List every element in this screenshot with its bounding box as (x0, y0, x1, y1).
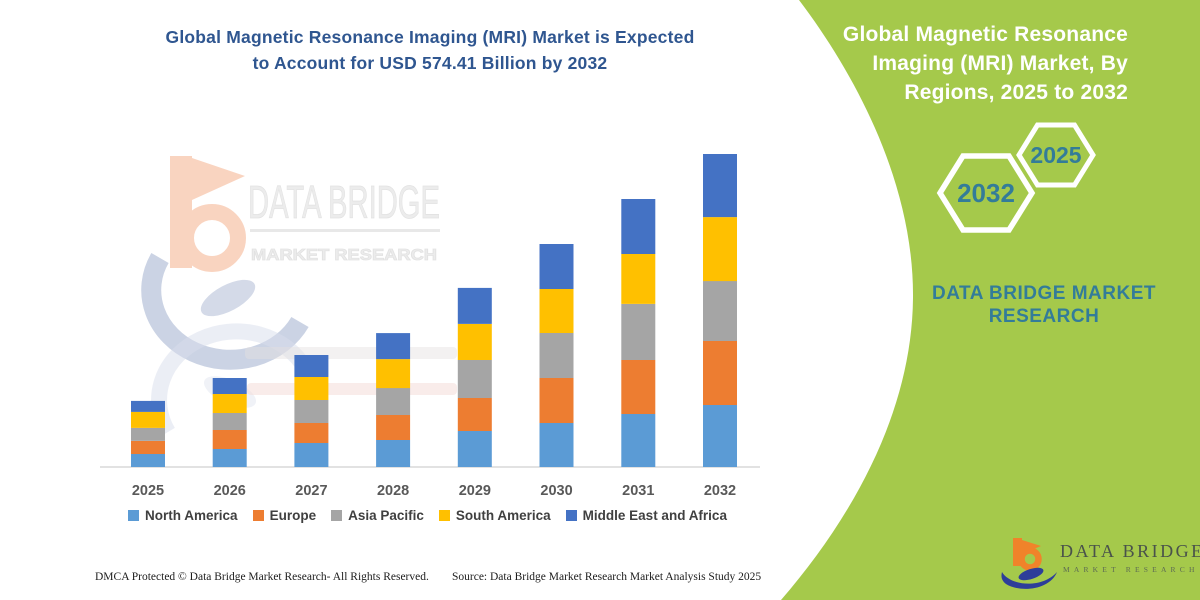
chart-legend: North America Europe Asia Pacific South Ame… (95, 508, 760, 523)
bar-segment-2026-asia-pacific (212, 413, 247, 430)
hexagon-2025-label: 2025 (1030, 142, 1081, 168)
bar-segment-2029-south-america (457, 324, 492, 360)
x-axis-label-2030: 2030 (540, 483, 572, 499)
legend-item-south-america: South America (438, 508, 551, 523)
x-axis-label-2032: 2032 (704, 483, 736, 499)
legend-swatch-icon (438, 510, 450, 521)
panel-title-line3: Regions, 2025 to 2032 (904, 81, 1128, 104)
bar-segment-2030-north-america (539, 423, 574, 467)
x-axis-label-2028: 2028 (377, 483, 409, 499)
watermark-subtitle: MARKET RESEARCH (251, 247, 437, 264)
legend-item-europe: Europe (252, 508, 317, 523)
panel-title-line2: Imaging (MRI) Market, By (872, 52, 1128, 75)
bar-segment-2025-north-america (131, 454, 165, 467)
bar-segment-2026-north-america (212, 449, 247, 467)
bar-segment-2031-europe (621, 360, 656, 414)
chart-title: Global Magnetic Resonance Imaging (MRI) … (120, 24, 740, 76)
bar-segment-2032-south-america (703, 217, 737, 282)
legend-item-middle-east-and-africa: Middle East and Africa (565, 508, 727, 523)
chart-title-line2: to Account for USD 574.41 Billion by 203… (252, 53, 608, 73)
bar-segment-2030-asia-pacific (539, 333, 574, 378)
bar-segment-2030-europe (539, 378, 574, 423)
dmca-notice: DMCA Protected © Data Bridge Market Rese… (95, 571, 429, 583)
bar-segment-2030-middle-east-and-africa (539, 244, 574, 289)
legend-swatch-icon (128, 510, 140, 521)
watermark-b-icon (170, 156, 246, 272)
bar-segment-2028-north-america (376, 440, 411, 467)
legend-swatch-icon (565, 510, 577, 521)
panel-title: Global Magnetic Resonance Imaging (MRI) … (840, 20, 1128, 107)
chart-title-line1: Global Magnetic Resonance Imaging (MRI) … (165, 27, 695, 47)
footer-logo-subtitle: MARKET RESEARCH (1063, 565, 1199, 574)
bar-segment-2031-south-america (621, 253, 656, 304)
bar-segment-2031-asia-pacific (621, 304, 656, 360)
brand-caption: DATA BRIDGE MARKET RESEARCH (932, 283, 1156, 327)
legend-item-north-america: North America (128, 508, 238, 523)
data-bridge-logo-icon (1001, 538, 1057, 589)
bar-segment-2026-south-america (212, 394, 247, 413)
legend-swatch-icon (252, 510, 264, 521)
x-axis-label-2029: 2029 (459, 483, 491, 499)
footer-logo-name: DATA BRIDGE (1060, 541, 1200, 561)
bar-segment-2028-europe (376, 415, 411, 440)
bar-segment-2031-north-america (621, 414, 656, 467)
source-note: Source: Data Bridge Market Research Mark… (452, 571, 762, 583)
bar-segment-2032-europe (703, 341, 737, 405)
legend-label: Europe (269, 508, 317, 523)
bar-segment-2031-middle-east-and-africa (621, 199, 656, 254)
green-panel-shape (781, 0, 1200, 600)
panel-title-line1: Global Magnetic Resonance (842, 23, 1128, 46)
legend-swatch-icon (331, 510, 343, 521)
legend-label: Middle East and Africa (582, 508, 727, 523)
bar-segment-2032-middle-east-and-africa (703, 154, 737, 218)
bar-segment-2029-north-america (457, 431, 492, 467)
x-axis-label-2031: 2031 (622, 483, 654, 499)
bar-segment-2029-europe (457, 398, 492, 431)
hexagon-2032-label: 2032 (957, 178, 1015, 208)
hexagon-2032: 2032 (936, 153, 1036, 233)
bar-segment-2027-europe (294, 423, 329, 443)
bar-segment-2026-europe (212, 430, 247, 449)
hexagon-2025: 2025 (1016, 122, 1096, 188)
watermark-title: DATA BRIDGE (248, 176, 440, 228)
bar-segment-2025-south-america (131, 411, 165, 428)
legend-label: Asia Pacific (348, 508, 424, 523)
bar-segment-2032-north-america (703, 405, 737, 467)
bar-segment-2027-asia-pacific (294, 400, 329, 423)
bar-segment-2032-asia-pacific (703, 281, 737, 341)
x-axis-label-2027: 2027 (295, 483, 327, 499)
bar-segment-2025-asia-pacific (131, 427, 165, 441)
bar-segment-2028-asia-pacific (376, 388, 411, 415)
bar-segment-2027-north-america (294, 443, 329, 467)
legend-label: South America (455, 508, 551, 523)
x-axis-label-2025: 2025 (132, 483, 164, 499)
bar-segment-2026-middle-east-and-africa (212, 378, 247, 394)
x-axis-label-2026: 2026 (214, 483, 246, 499)
legend-item-asia-pacific: Asia Pacific (331, 508, 424, 523)
bar-segment-2029-middle-east-and-africa (457, 287, 492, 324)
bar-segment-2029-asia-pacific (457, 360, 492, 398)
bar-segment-2028-middle-east-and-africa (376, 333, 411, 360)
bar-segment-2025-europe (131, 441, 165, 454)
bar-segment-2028-south-america (376, 359, 411, 389)
legend-label: North America (145, 508, 238, 523)
bar-segment-2027-south-america (294, 377, 329, 400)
bar-segment-2025-middle-east-and-africa (131, 400, 165, 412)
bar-segment-2027-middle-east-and-africa (294, 355, 329, 377)
bar-segment-2030-south-america (539, 289, 574, 333)
